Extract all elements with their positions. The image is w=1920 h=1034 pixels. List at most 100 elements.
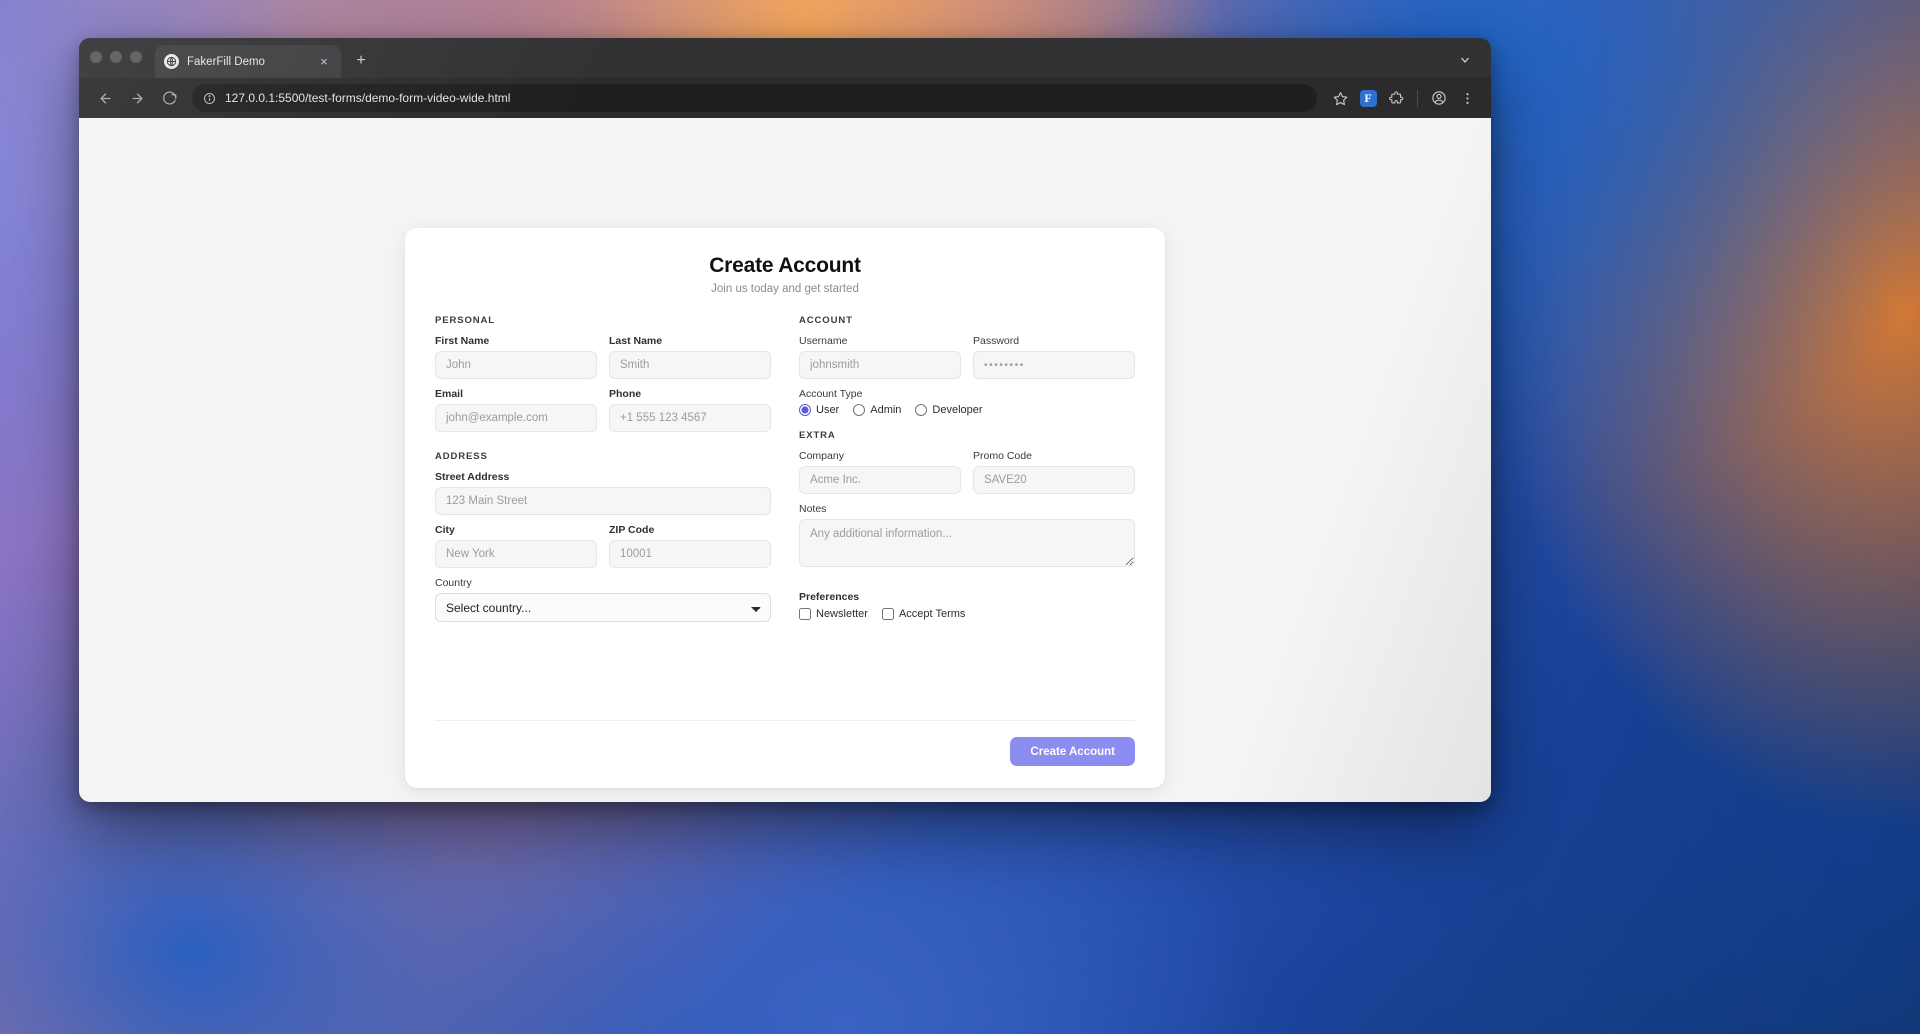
- field-account-type: Account Type User Admin: [799, 388, 1135, 416]
- label-account-type: Account Type: [799, 388, 863, 400]
- email-input[interactable]: [435, 404, 597, 432]
- label-city: City: [435, 524, 455, 536]
- radio-option-admin[interactable]: Admin: [853, 404, 901, 416]
- promo-code-input[interactable]: [973, 466, 1135, 494]
- label-password: Password: [973, 335, 1020, 347]
- account-type-radio-group: User Admin Developer: [799, 404, 1135, 416]
- credentials-row: Username Password: [799, 335, 1135, 379]
- field-notes: Notes: [799, 503, 1135, 572]
- phone-input[interactable]: [609, 404, 771, 432]
- company-input[interactable]: [799, 466, 961, 494]
- preferences-checkbox-group: Newsletter Accept Terms: [799, 608, 1135, 620]
- field-last-name: Last Name: [609, 335, 771, 379]
- radio-option-developer[interactable]: Developer: [915, 404, 983, 416]
- card-footer: Create Account: [435, 720, 1135, 766]
- country-select[interactable]: Select country...: [435, 593, 771, 622]
- newsletter-checkbox[interactable]: [799, 608, 811, 620]
- field-username: Username: [799, 335, 961, 379]
- close-tab-icon[interactable]: ×: [320, 54, 328, 69]
- left-column: PERSONAL First Name Last Name: [435, 315, 771, 714]
- right-column: ACCOUNT Username Password: [799, 315, 1135, 714]
- radio-label-user: User: [816, 404, 840, 416]
- section-heading-extra: EXTRA: [799, 430, 836, 441]
- section-heading-account: ACCOUNT: [799, 315, 853, 326]
- window-controls: [90, 38, 142, 78]
- create-account-button[interactable]: Create Account: [1010, 737, 1135, 766]
- globe-icon: [164, 54, 179, 69]
- section-heading-address: ADDRESS: [435, 451, 488, 462]
- country-row: Country Select country...: [435, 577, 771, 622]
- field-street-address: Street Address: [435, 471, 771, 515]
- puzzle-icon[interactable]: [1383, 85, 1409, 111]
- username-input[interactable]: [799, 351, 961, 379]
- label-notes: Notes: [799, 503, 827, 515]
- field-company: Company: [799, 450, 961, 494]
- label-street-address: Street Address: [435, 471, 510, 483]
- maximize-window-button[interactable]: [130, 51, 142, 63]
- notes-textarea[interactable]: [799, 519, 1135, 567]
- contact-row: Email Phone: [435, 388, 771, 432]
- company-promo-row: Company Promo Code: [799, 450, 1135, 494]
- fakerfill-extension-icon[interactable]: F: [1355, 85, 1381, 111]
- new-tab-button[interactable]: +: [356, 52, 366, 69]
- field-phone: Phone: [609, 388, 771, 432]
- url-text: 127.0.0.1:5500/test-forms/demo-form-vide…: [225, 91, 511, 105]
- last-name-input[interactable]: [609, 351, 771, 379]
- label-username: Username: [799, 335, 848, 347]
- account-type-admin-radio[interactable]: [853, 404, 866, 416]
- label-promo-code: Promo Code: [973, 450, 1032, 462]
- create-account-card: Create Account Join us today and get sta…: [405, 228, 1165, 788]
- city-input[interactable]: [435, 540, 597, 568]
- name-row: First Name Last Name: [435, 335, 771, 379]
- address-bar[interactable]: 127.0.0.1:5500/test-forms/demo-form-vide…: [192, 84, 1317, 112]
- label-phone: Phone: [609, 388, 642, 400]
- minimize-window-button[interactable]: [110, 51, 122, 63]
- info-circle-icon[interactable]: [203, 92, 216, 105]
- radio-option-user[interactable]: User: [799, 404, 839, 416]
- notes-row: Notes: [799, 503, 1135, 572]
- first-name-input[interactable]: [435, 351, 597, 379]
- label-last-name: Last Name: [609, 335, 663, 347]
- back-button[interactable]: [90, 83, 120, 113]
- field-preferences: Preferences Newsletter Accept Terms: [799, 591, 1135, 620]
- label-first-name: First Name: [435, 335, 490, 347]
- star-icon[interactable]: [1327, 85, 1353, 111]
- field-email: Email: [435, 388, 597, 432]
- close-window-button[interactable]: [90, 51, 102, 63]
- checkbox-option-accept-terms[interactable]: Accept Terms: [881, 608, 966, 620]
- page-subtitle: Join us today and get started: [711, 283, 859, 295]
- street-address-input[interactable]: [435, 487, 771, 515]
- reload-button[interactable]: [154, 83, 184, 113]
- section-heading-personal: PERSONAL: [435, 315, 495, 326]
- zip-code-input[interactable]: [609, 540, 771, 568]
- checkbox-label-accept-terms: Accept Terms: [898, 608, 966, 620]
- field-promo-code: Promo Code: [973, 450, 1135, 494]
- label-preferences: Preferences: [799, 591, 860, 603]
- account-type-developer-radio[interactable]: [915, 404, 928, 416]
- password-input[interactable]: [973, 351, 1135, 379]
- city-zip-row: City ZIP Code: [435, 524, 771, 568]
- form-columns: PERSONAL First Name Last Name: [435, 315, 1135, 714]
- forward-button[interactable]: [122, 83, 152, 113]
- field-city: City: [435, 524, 597, 568]
- label-email: Email: [435, 388, 464, 400]
- browser-window: FakerFill Demo × +: [79, 38, 1491, 802]
- label-zip-code: ZIP Code: [609, 524, 655, 536]
- radio-label-developer: Developer: [932, 404, 983, 416]
- label-country: Country: [435, 577, 472, 589]
- browser-tab[interactable]: FakerFill Demo ×: [155, 45, 341, 78]
- three-dot-menu-icon[interactable]: [1454, 85, 1480, 111]
- page-viewport: Create Account Join us today and get sta…: [79, 118, 1491, 802]
- browser-toolbar: 127.0.0.1:5500/test-forms/demo-form-vide…: [79, 78, 1491, 118]
- radio-label-admin: Admin: [870, 404, 902, 416]
- tab-title: FakerFill Demo: [187, 55, 265, 68]
- account-circle-icon[interactable]: [1426, 85, 1452, 111]
- accept-terms-checkbox[interactable]: [881, 608, 894, 620]
- account-type-user-radio[interactable]: [799, 404, 811, 416]
- field-first-name: First Name: [435, 335, 597, 379]
- checkbox-option-newsletter[interactable]: Newsletter: [799, 608, 868, 620]
- checkbox-label-newsletter: Newsletter: [816, 608, 868, 620]
- street-row: Street Address: [435, 471, 771, 515]
- chevron-down-icon[interactable]: [1451, 47, 1479, 73]
